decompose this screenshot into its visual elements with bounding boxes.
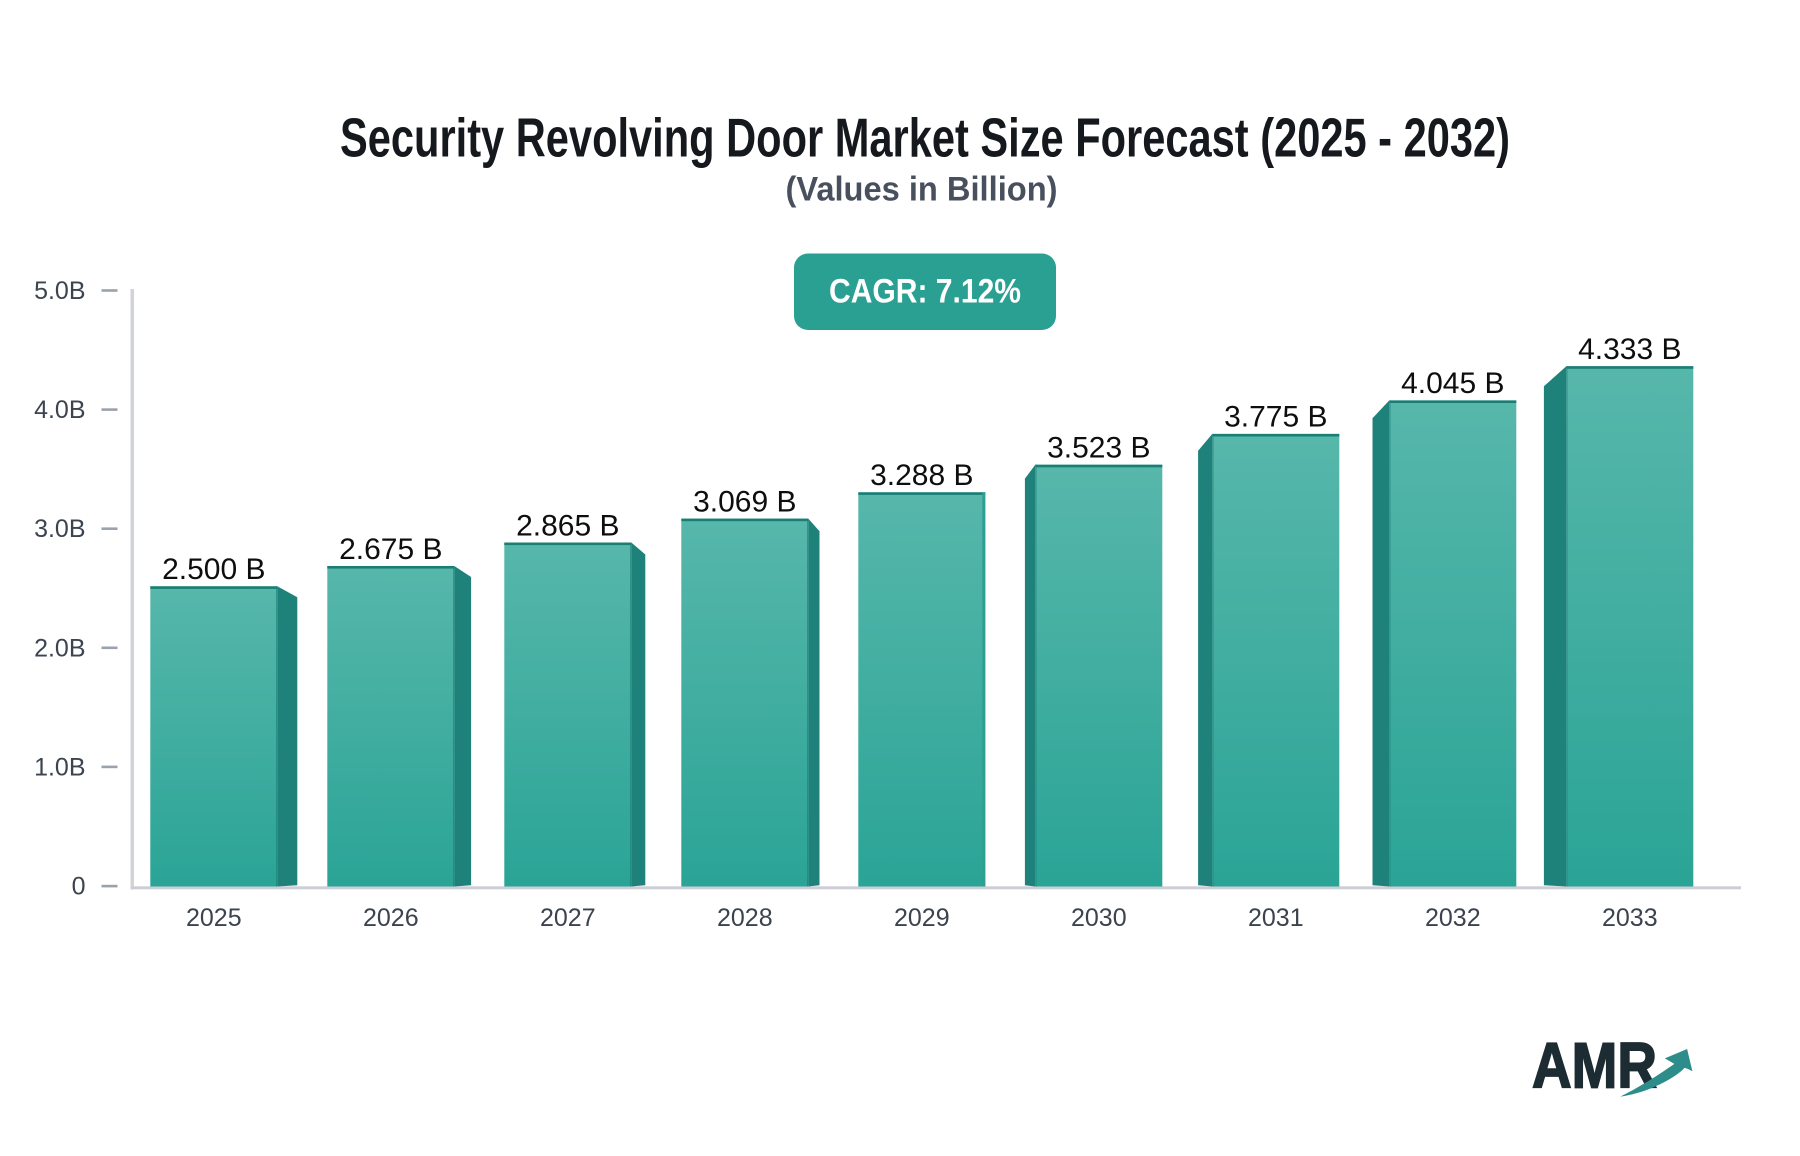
svg-text:5.0B: 5.0B [34, 277, 85, 305]
svg-text:4.045 B: 4.045 B [1401, 367, 1504, 400]
svg-text:(Values in Billion): (Values in Billion) [786, 171, 1058, 209]
svg-text:0: 0 [72, 873, 86, 901]
svg-text:3.288 B: 3.288 B [870, 459, 973, 492]
svg-text:AMR: AMR [1532, 1029, 1657, 1101]
svg-text:3.0B: 3.0B [34, 515, 85, 543]
svg-text:2032: 2032 [1425, 904, 1481, 932]
svg-text:2033: 2033 [1602, 904, 1658, 932]
svg-text:2031: 2031 [1248, 904, 1304, 932]
svg-text:2028: 2028 [717, 904, 773, 932]
svg-text:2029: 2029 [894, 904, 950, 932]
svg-text:Security Revolving Door Market: Security Revolving Door Market Size Fore… [340, 107, 1510, 169]
svg-text:2030: 2030 [1071, 904, 1127, 932]
svg-text:2.500 B: 2.500 B [162, 553, 265, 586]
svg-text:2.865 B: 2.865 B [516, 509, 619, 542]
svg-text:2.675 B: 2.675 B [339, 533, 442, 566]
svg-text:2027: 2027 [540, 904, 596, 932]
svg-text:1.0B: 1.0B [34, 753, 85, 781]
svg-text:2.0B: 2.0B [34, 634, 85, 662]
svg-text:4.0B: 4.0B [34, 396, 85, 424]
svg-text:2026: 2026 [363, 904, 419, 932]
svg-text:3.523 B: 3.523 B [1047, 432, 1150, 465]
svg-text:4.333 B: 4.333 B [1578, 333, 1681, 366]
svg-text:2025: 2025 [186, 904, 242, 932]
svg-text:3.069 B: 3.069 B [693, 485, 796, 518]
svg-text:CAGR: 7.12%: CAGR: 7.12% [829, 273, 1021, 311]
svg-text:3.775 B: 3.775 B [1224, 401, 1327, 434]
